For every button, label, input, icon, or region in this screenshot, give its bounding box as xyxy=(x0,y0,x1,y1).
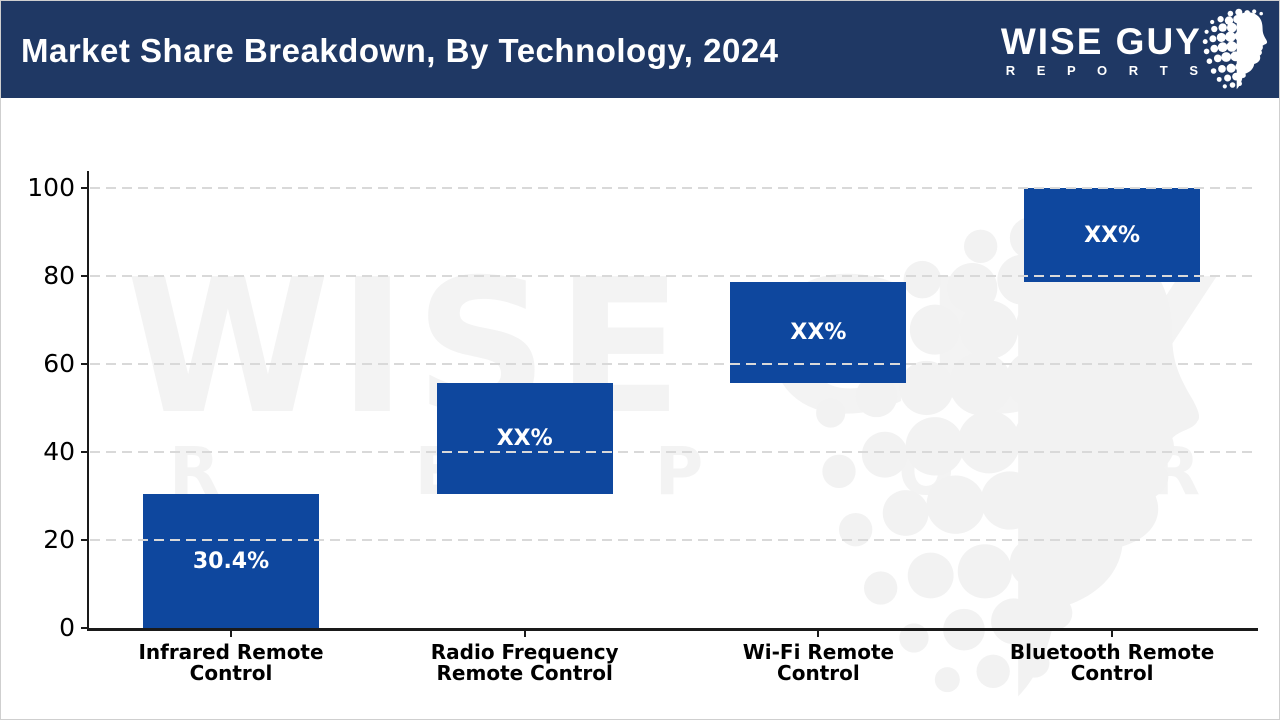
y-tick-mark xyxy=(81,363,89,365)
brand-logo: WISE GUY R E P O R T S xyxy=(996,5,1271,95)
header-bar: Market Share Breakdown, By Technology, 2… xyxy=(1,1,1279,98)
y-tick-label: 100 xyxy=(27,173,75,202)
bar: 30.4% xyxy=(143,494,319,628)
x-category-label: Radio Frequency Remote Control xyxy=(385,642,665,684)
x-category-label: Bluetooth Remote Control xyxy=(972,642,1252,684)
y-tick-mark xyxy=(81,451,89,453)
x-category-label-line: Control xyxy=(1070,661,1154,685)
logo-sub-wordmark: R E P O R T S xyxy=(1005,62,1207,78)
x-category-label-line: Control xyxy=(189,661,273,685)
x-axis-line xyxy=(87,628,1258,631)
page-title: Market Share Breakdown, By Technology, 2… xyxy=(21,32,779,69)
x-category-label-line: Bluetooth Remote xyxy=(1009,640,1215,664)
x-tick-mark xyxy=(817,628,820,637)
y-tick-mark xyxy=(81,627,89,629)
logo-text: WISE GUY R E P O R T S xyxy=(996,23,1207,78)
x-tick-mark xyxy=(523,628,526,637)
bar: XX% xyxy=(730,282,907,383)
grid-line xyxy=(90,539,1257,541)
x-category-label-line: Control xyxy=(777,661,860,685)
grid-line xyxy=(90,187,1257,189)
bar-value-label: XX% xyxy=(790,320,847,346)
y-tick-mark xyxy=(81,275,89,277)
y-tick-label: 0 xyxy=(59,613,75,642)
x-category-label-line: Remote Control xyxy=(436,661,613,685)
logo-wordmark: WISE GUY xyxy=(1000,20,1202,62)
y-tick-label: 40 xyxy=(43,437,75,466)
x-category-label-line: Radio Frequency xyxy=(430,640,619,664)
y-axis-line xyxy=(87,171,89,630)
x-tick-mark xyxy=(230,628,232,637)
y-tick-label: 60 xyxy=(43,349,75,378)
bar: XX% xyxy=(436,382,613,495)
logo-dotted-face-icon xyxy=(1202,8,1268,90)
x-category-label: Infrared Remote Control xyxy=(91,642,371,684)
x-category-label: Wi-Fi Remote Control xyxy=(678,642,958,684)
x-category-label-line: Infrared Remote xyxy=(138,640,324,664)
bar-value-label: XX% xyxy=(1084,222,1141,248)
y-tick-label: 80 xyxy=(43,261,75,290)
grid-line xyxy=(90,451,1257,453)
grid-line xyxy=(90,363,1257,365)
bar: XX% xyxy=(1024,188,1201,283)
bar-value-label: XX% xyxy=(496,426,553,452)
x-tick-mark xyxy=(1111,628,1114,637)
y-tick-mark xyxy=(81,187,89,189)
bar-value-label: 30.4% xyxy=(192,548,270,574)
x-category-label-line: Wi-Fi Remote xyxy=(742,640,895,664)
grid-line xyxy=(90,275,1257,277)
y-tick-label: 20 xyxy=(43,525,75,554)
plot-area: 0 20 40 60 80 100 30.4% Infrared Remote Control X… xyxy=(1,98,1279,719)
y-tick-mark xyxy=(81,539,89,541)
